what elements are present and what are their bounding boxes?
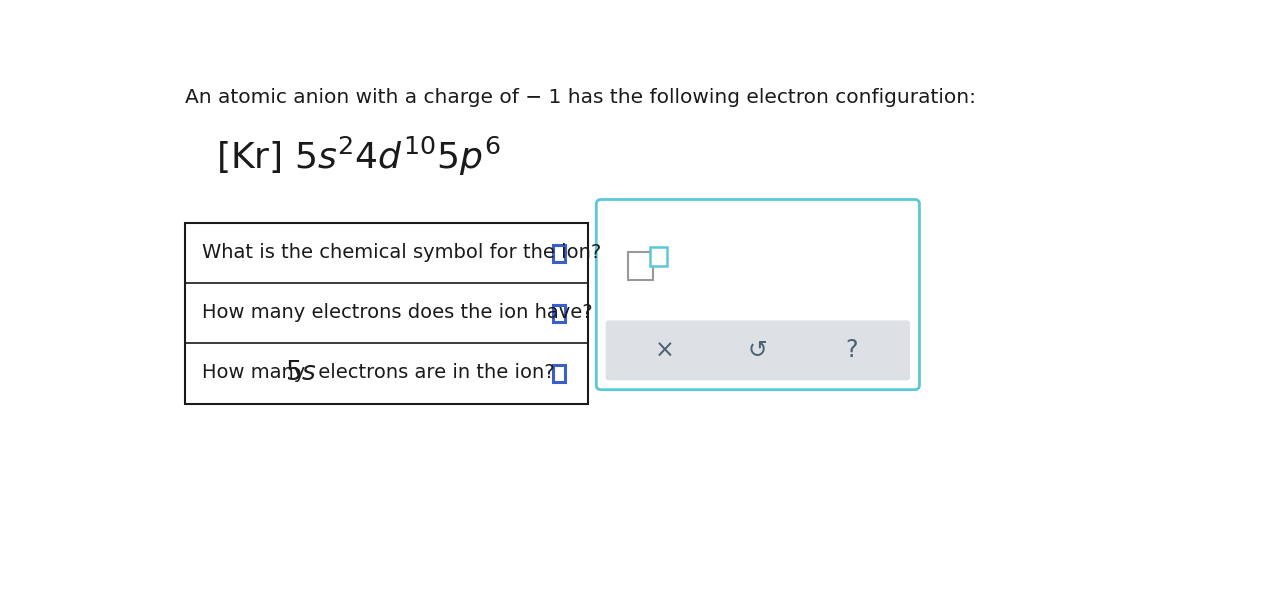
Text: How many: How many — [202, 363, 311, 382]
Bar — [552, 245, 565, 262]
Bar — [649, 247, 667, 266]
Text: ×: × — [654, 339, 675, 362]
Text: $\left[\mathrm{Kr}\right]\ 5s^{2}4d^{10}5p^{6}$: $\left[\mathrm{Kr}\right]\ 5s^{2}4d^{10}… — [216, 135, 501, 178]
Text: ↺: ↺ — [748, 339, 768, 362]
Text: electrons are in the ion?: electrons are in the ion? — [311, 363, 555, 382]
Text: How many electrons does the ion have?: How many electrons does the ion have? — [202, 303, 593, 322]
Bar — [552, 365, 565, 382]
Bar — [185, 223, 588, 404]
Text: An atomic anion with a charge of − 1 has the following electron configuration:: An atomic anion with a charge of − 1 has… — [185, 88, 976, 107]
Text: What is the chemical symbol for the ion?: What is the chemical symbol for the ion? — [202, 243, 601, 262]
Text: $5s$: $5s$ — [285, 361, 317, 386]
Bar — [628, 252, 653, 279]
Bar — [552, 305, 565, 322]
FancyBboxPatch shape — [596, 199, 919, 390]
Text: ?: ? — [845, 339, 857, 362]
FancyBboxPatch shape — [605, 320, 910, 381]
